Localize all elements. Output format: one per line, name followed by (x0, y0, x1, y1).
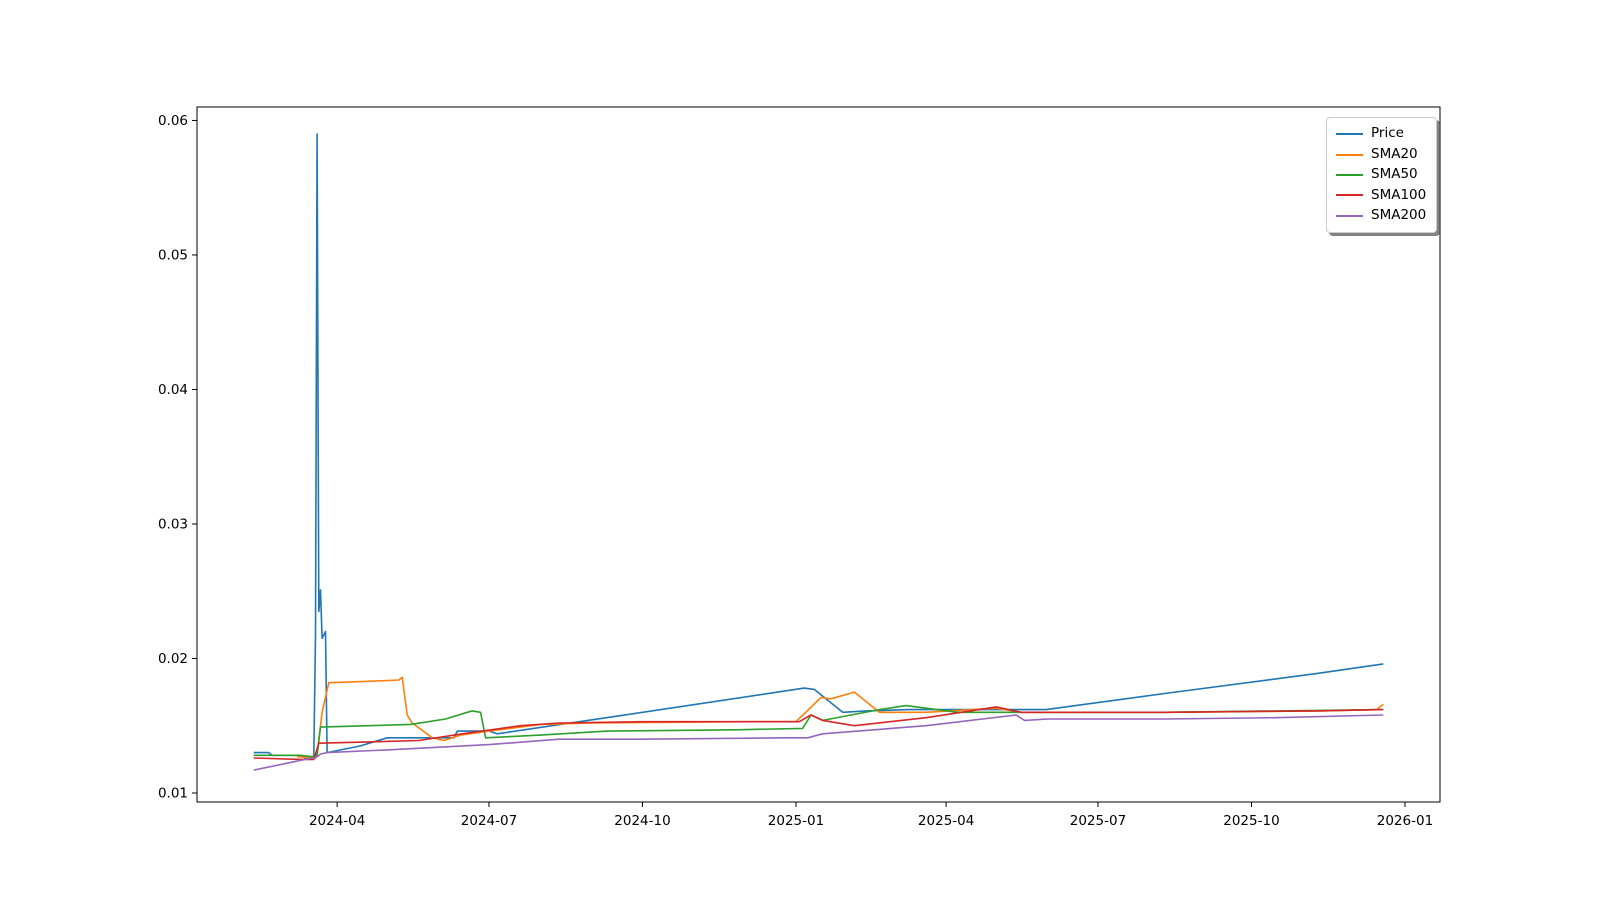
x-tick-label: 2025-04 (918, 813, 974, 829)
legend-item-sma100: SMA100 (1336, 185, 1426, 205)
legend-line-swatch-sma100 (1336, 194, 1363, 197)
legend-item-price: Price (1336, 124, 1426, 144)
x-tick-label: 2024-10 (614, 813, 670, 829)
x-tick-label: 2024-07 (461, 813, 517, 829)
legend: Price SMA20 SMA50 SMA100 SMA200 (1326, 117, 1438, 233)
x-tick-label: 2025-07 (1070, 813, 1126, 829)
series-line-sma200 (253, 714, 1384, 771)
series-line-price (253, 133, 1384, 759)
legend-item-sma20: SMA20 (1336, 144, 1426, 164)
x-tick-label: 2026-01 (1377, 813, 1433, 829)
legend-line-swatch-price (1336, 133, 1363, 136)
x-tick-label: 2024-04 (309, 813, 365, 829)
x-tick-label: 2025-10 (1223, 813, 1279, 829)
series-line-sma100 (253, 706, 1384, 761)
legend-label-sma200: SMA200 (1371, 207, 1427, 223)
x-tick-label: 2025-01 (768, 813, 824, 829)
legend-label-price: Price (1371, 125, 1404, 142)
legend-line-swatch-sma50 (1336, 173, 1363, 176)
y-tick-label: 0.02 (158, 651, 188, 667)
legend-label-sma50: SMA50 (1371, 166, 1418, 183)
legend-line-swatch-sma200 (1336, 214, 1363, 217)
y-tick-label: 0.01 (158, 785, 188, 801)
legend-label-sma20: SMA20 (1371, 145, 1418, 162)
legend-line-swatch-sma20 (1336, 153, 1363, 156)
series-line-sma50 (253, 704, 1384, 758)
legend-item-sma50: SMA50 (1336, 165, 1426, 185)
plot-border (196, 106, 1441, 803)
y-tick-label: 0.06 (158, 113, 188, 129)
legend-label-sma100: SMA100 (1371, 186, 1427, 203)
y-tick-label: 0.05 (158, 247, 188, 263)
y-tick-label: 0.03 (158, 516, 188, 532)
y-tick-label: 0.04 (158, 382, 188, 398)
legend-item-sma200: SMA200 (1336, 206, 1426, 226)
